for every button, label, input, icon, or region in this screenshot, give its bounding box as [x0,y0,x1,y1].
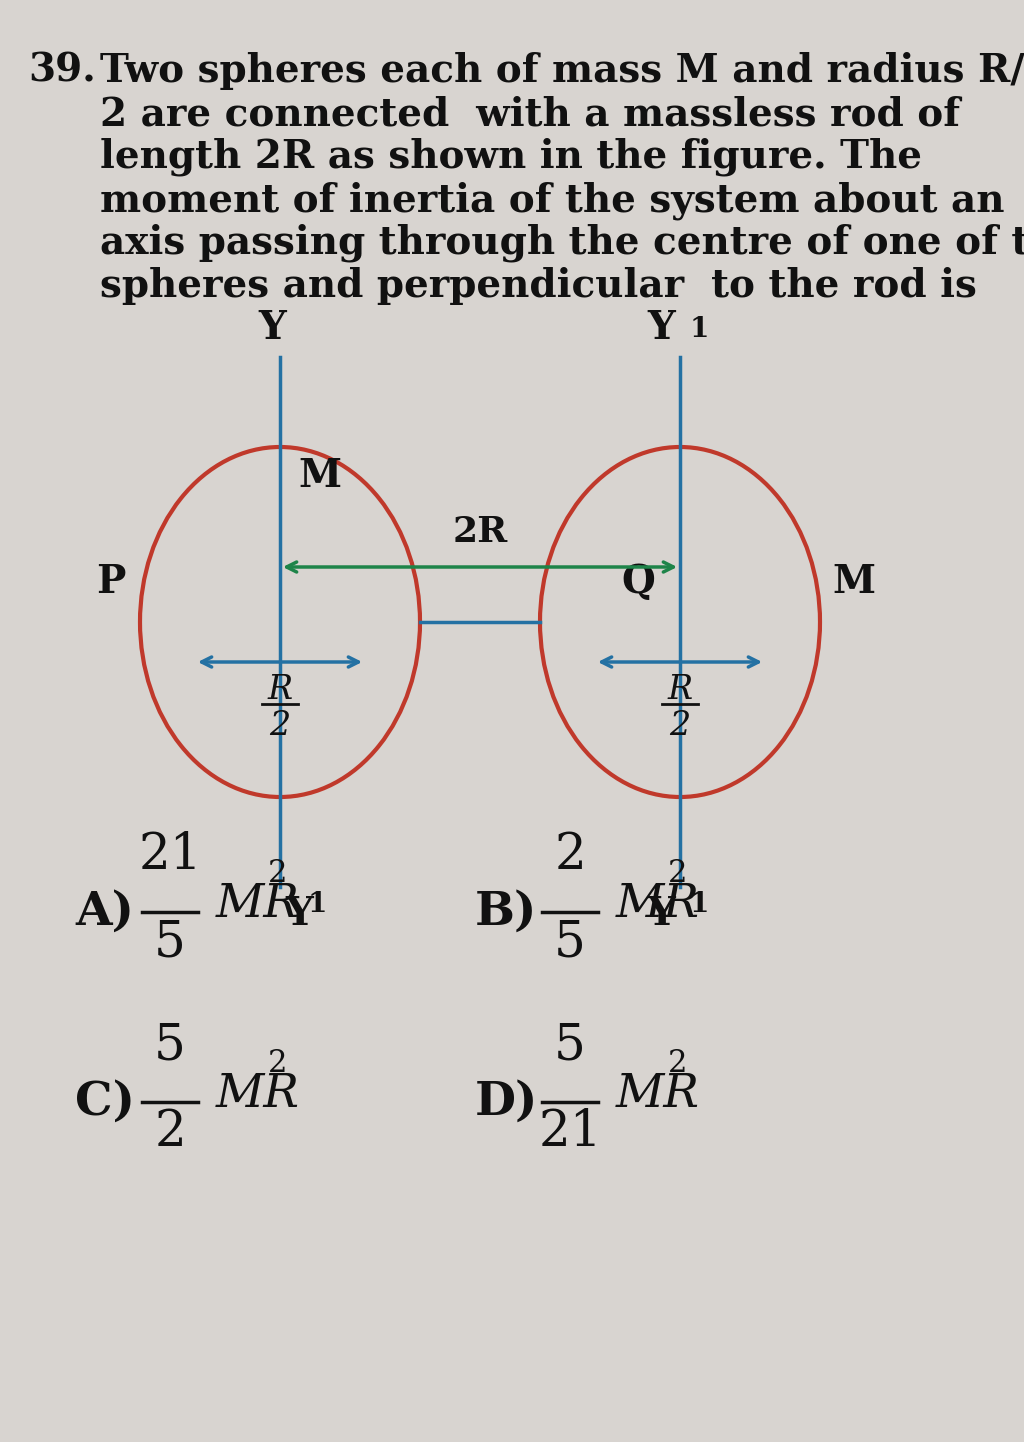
Text: 2: 2 [554,831,586,880]
Text: Y: Y [647,309,675,348]
Text: R: R [668,673,692,707]
Text: C): C) [75,1079,135,1125]
Text: length 2R as shown in the figure. The: length 2R as shown in the figure. The [100,138,922,176]
Text: MR: MR [216,881,300,927]
Text: 5: 5 [554,1021,586,1070]
Text: R: R [267,673,293,707]
Text: D): D) [475,1079,539,1125]
Text: 2: 2 [155,1107,186,1158]
Text: MR: MR [616,1071,700,1116]
Text: axis passing through the centre of one of the: axis passing through the centre of one o… [100,224,1024,262]
Text: 1: 1 [308,891,328,919]
Text: MR: MR [616,881,700,927]
Text: 21: 21 [138,831,202,880]
Text: 2: 2 [670,709,690,743]
Text: Two spheres each of mass M and radius R/: Two spheres each of mass M and radius R/ [100,52,1024,89]
Text: 2: 2 [668,1048,687,1080]
Text: 21: 21 [539,1107,602,1158]
Text: Y: Y [285,895,312,933]
Text: spheres and perpendicular  to the rod is: spheres and perpendicular to the rod is [100,267,977,306]
Text: M: M [298,457,341,495]
Text: 5: 5 [154,919,186,968]
Text: 2: 2 [268,858,288,890]
Text: 2R: 2R [453,515,508,549]
Text: 5: 5 [154,1021,186,1070]
Text: 1: 1 [690,891,710,919]
Text: Y: Y [647,895,675,933]
Text: moment of inertia of the system about an: moment of inertia of the system about an [100,182,1005,219]
Text: MR: MR [216,1071,300,1116]
Text: M: M [831,562,876,601]
Text: 2 are connected  with a massless rod of: 2 are connected with a massless rod of [100,95,961,133]
Text: P: P [95,562,125,601]
Text: Y: Y [258,309,286,348]
Text: A): A) [75,890,134,934]
Text: 1: 1 [690,316,710,343]
Text: Q: Q [622,562,655,601]
Text: 5: 5 [554,919,586,968]
Text: B): B) [475,890,538,934]
Text: 2: 2 [269,709,291,743]
Text: 39.: 39. [28,52,96,89]
Text: 2: 2 [268,1048,288,1080]
Text: 2: 2 [668,858,687,890]
